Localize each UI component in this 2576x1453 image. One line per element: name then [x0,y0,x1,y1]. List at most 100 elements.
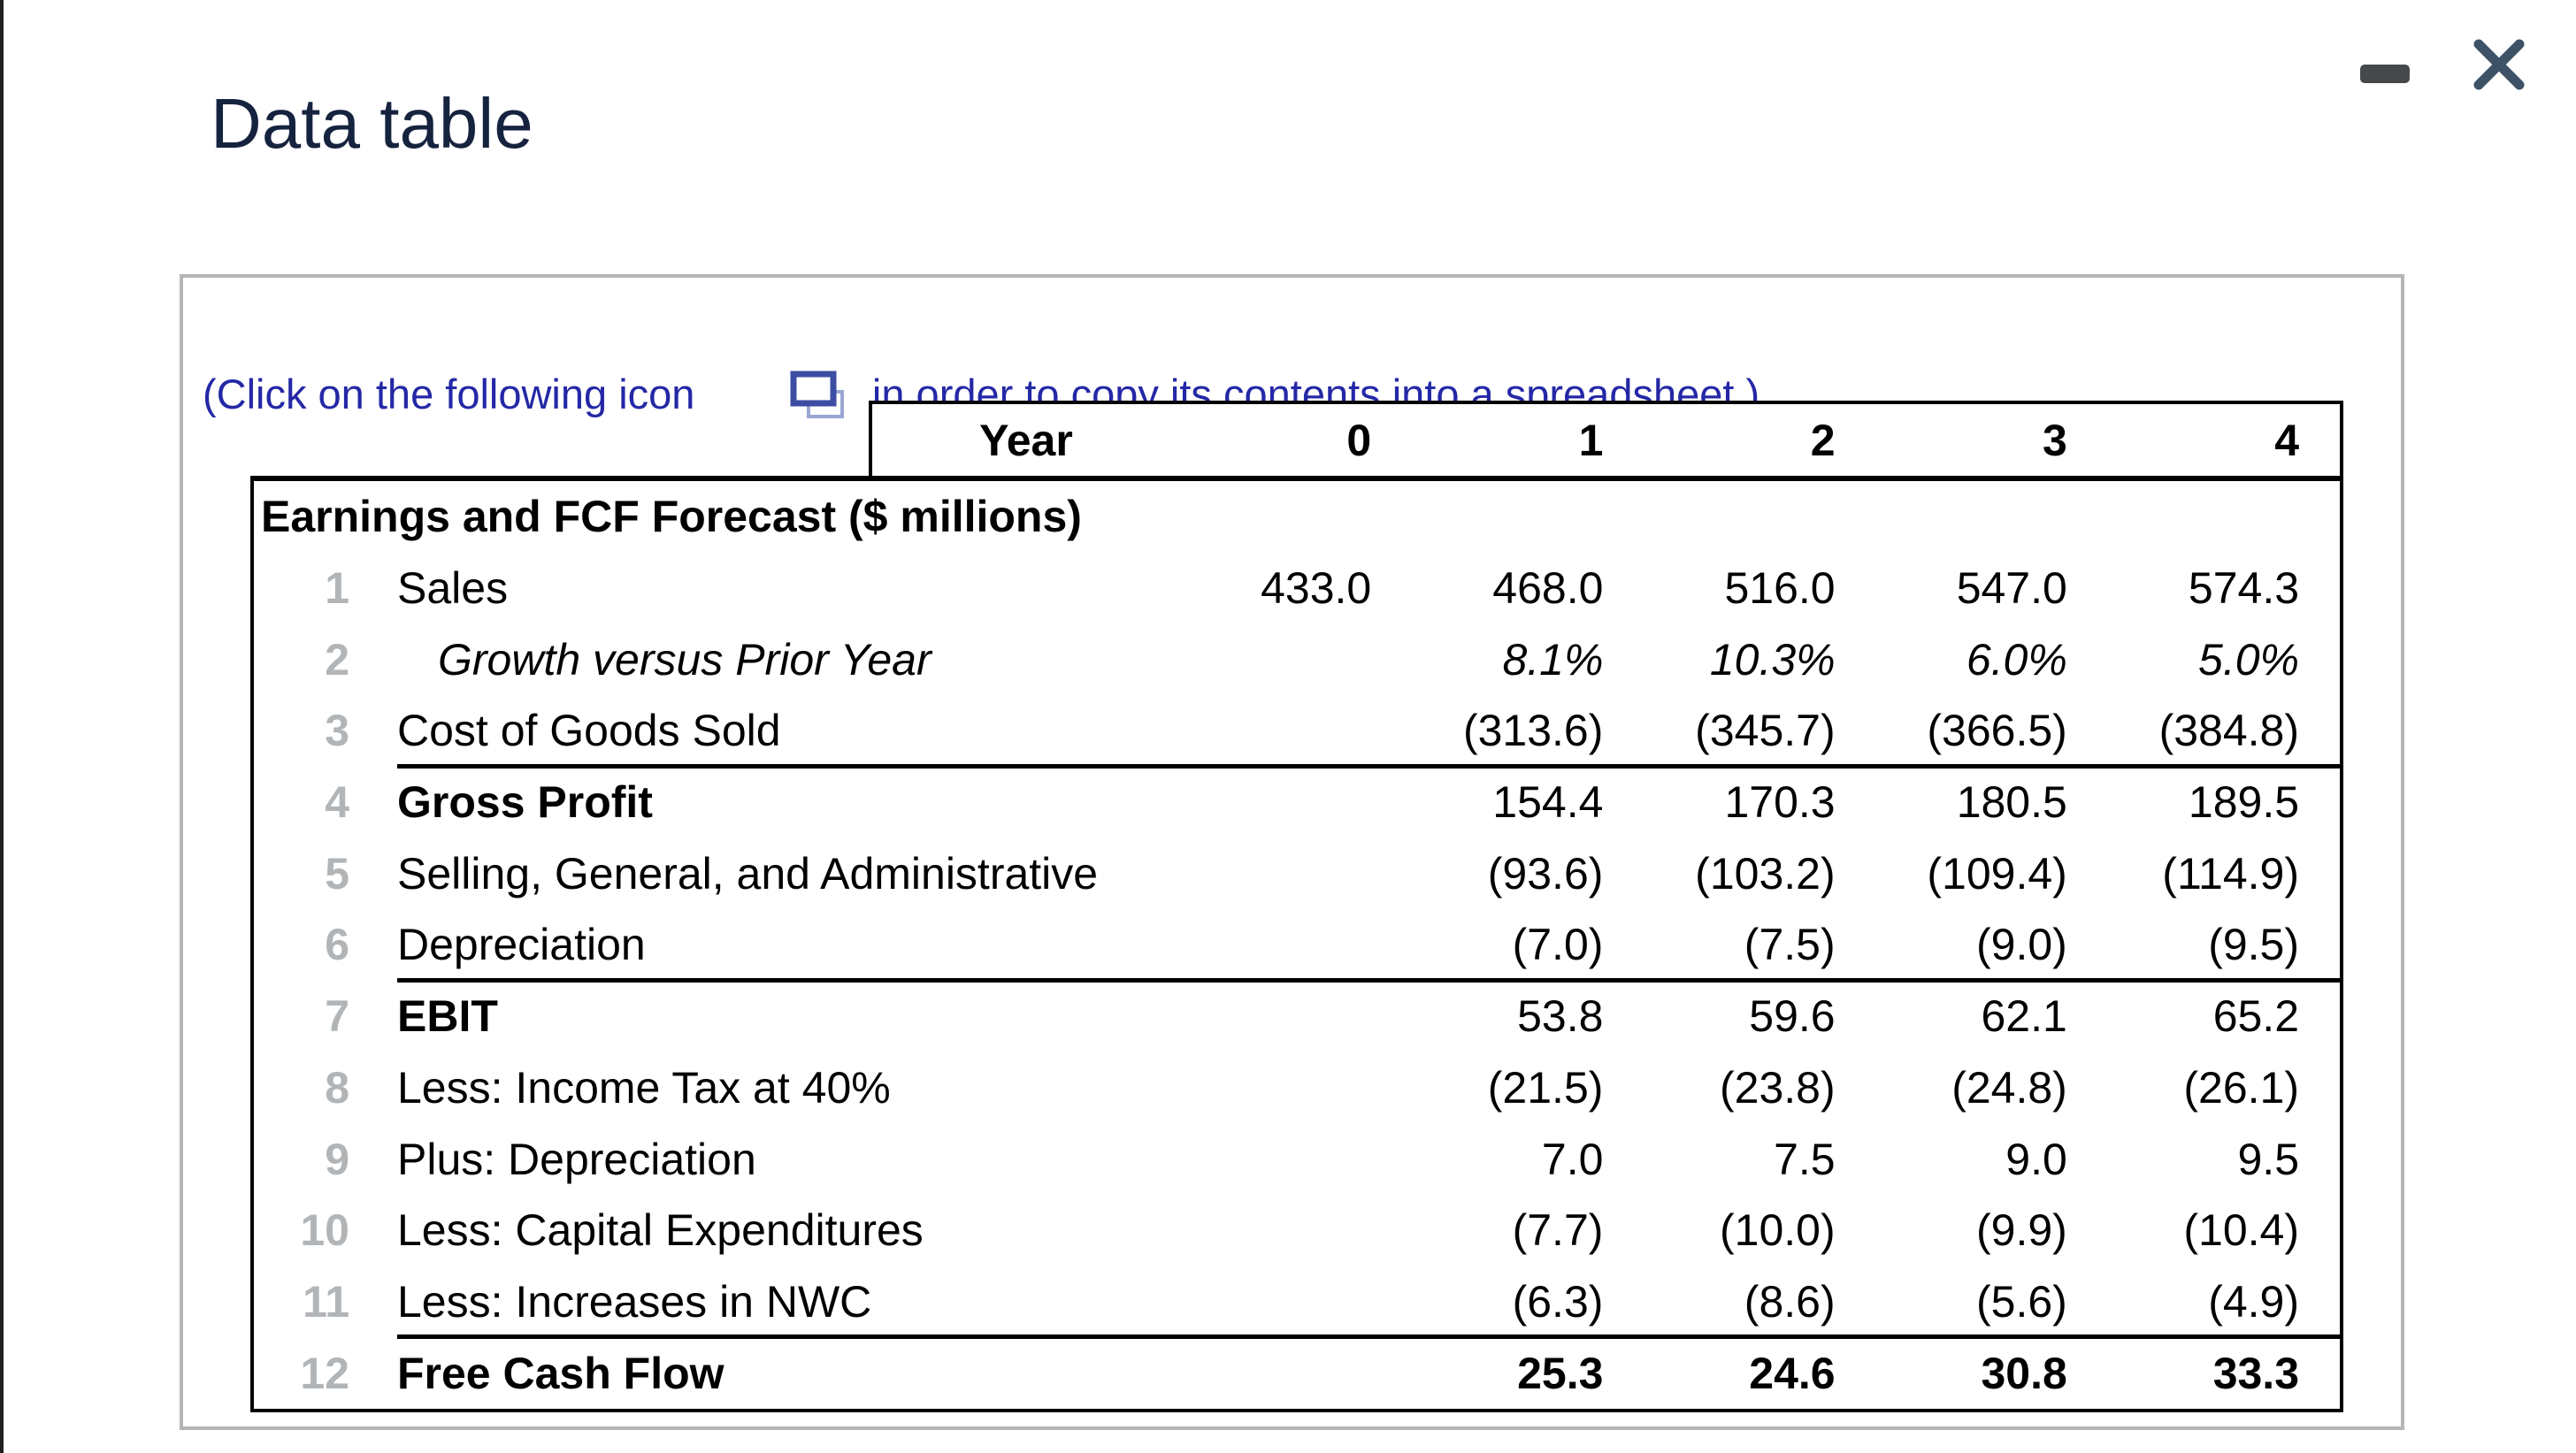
table-row: 7 EBIT 53.8 59.6 62.1 65.2 [254,977,2340,1052]
row-value-year4: 189.5 [2188,777,2300,828]
row-value-year4: (26.1) [2183,1062,2300,1113]
year-column-3: 3 [2043,415,2067,465]
row-value-year1: 154.4 [1492,777,1604,828]
row-value-year1: 25.3 [1517,1348,1604,1398]
year-column-2: 2 [1810,415,1836,465]
copy-instruction-before: (Click on the following icon [203,371,707,417]
section-header-row: Earnings and FCF Forecast ($ millions) [254,481,2340,553]
row-label: Selling, General, and Administrative [397,848,1099,899]
row-value-year1: (7.7) [1512,1205,1604,1256]
minimize-icon [2360,65,2410,83]
year-column-0: 0 [1346,415,1372,465]
row-value-year3: 62.1 [1981,991,2067,1042]
row-value-year3: (9.0) [1976,920,2067,970]
table-row: 10 Less: Capital Expenditures (7.7) (10.… [254,1195,2340,1266]
row-value-year2: (345.7) [1695,706,1836,756]
row-label: Free Cash Flow [397,1348,724,1398]
row-value-year1: (21.5) [1487,1062,1604,1113]
close-button[interactable] [2470,35,2528,94]
row-value-year3: (366.5) [1927,706,2067,756]
table-row: 1 Sales 433.0 468.0 516.0 547.0 574.3 [254,553,2340,624]
row-value-year3: (5.6) [1976,1276,2067,1327]
screen-left-edge [0,0,4,1453]
row-label: Less: Income Tax at 40% [397,1062,891,1113]
row-number: 6 [325,920,349,970]
row-value-year1: (7.0) [1512,920,1604,970]
table-row: 11 Less: Increases in NWC (6.3) (8.6) (5… [254,1266,2340,1338]
table-row: 5 Selling, General, and Administrative (… [254,837,2340,909]
year-column-4: 4 [2274,415,2300,465]
row-value-year1: (313.6) [1462,706,1604,756]
row-value-year2: 59.6 [1749,991,1836,1042]
table-row: 4 Gross Profit 154.4 170.3 180.5 189.5 [254,763,2340,838]
row-value-year2: 170.3 [1724,777,1836,828]
row-number: 11 [303,1276,349,1327]
row-number: 7 [325,991,349,1042]
row-value-year3: 9.0 [2005,1134,2067,1184]
row-value-year3: 6.0% [1966,634,2067,684]
financial-table: Earnings and FCF Forecast ($ millions) 1… [250,476,2343,1412]
table-row: 8 Less: Income Tax at 40% (21.5) (23.8) … [254,1052,2340,1124]
row-value-year2: (7.5) [1744,920,1836,970]
row-value-year3: (109.4) [1927,848,2067,899]
row-value-year2: 10.3% [1709,634,1836,684]
year-header-row: Year 0 1 2 3 4 [869,401,2343,476]
row-number: 3 [325,706,349,756]
table-row: 3 Cost of Goods Sold (313.6) (345.7) (36… [254,695,2340,767]
row-value-year2: (103.2) [1695,848,1836,899]
row-number: 4 [325,777,349,828]
close-icon [2473,39,2525,90]
row-label: Less: Capital Expenditures [397,1205,924,1256]
row-number: 5 [325,848,349,899]
section-title: Earnings and FCF Forecast ($ millions) [261,492,1082,542]
row-value-year1: (93.6) [1487,848,1604,899]
row-value-year4: 33.3 [2212,1348,2300,1398]
data-table-panel: (Click on the following icon in order to… [180,274,2404,1430]
row-label: EBIT [397,991,498,1042]
minimize-button[interactable] [2358,44,2413,103]
row-value-year3: (24.8) [1951,1062,2067,1113]
row-number: 9 [325,1134,349,1184]
row-label: Plus: Depreciation [397,1134,756,1184]
row-value-year2: (8.6) [1744,1276,1836,1327]
table-row: 12 Free Cash Flow 25.3 24.6 30.8 33.3 [254,1334,2340,1409]
row-value-year3: 180.5 [1956,777,2067,828]
row-value-year2: (23.8) [1719,1062,1836,1113]
row-value-year4: (384.8) [2158,706,2300,756]
row-value-year1: 53.8 [1517,991,1604,1042]
row-value-year0: 433.0 [1261,563,1372,614]
row-value-year4: (9.5) [2208,920,2300,970]
row-label: Growth versus Prior Year [438,634,932,684]
year-column-1: 1 [1578,415,1604,465]
row-number: 2 [325,634,349,684]
row-value-year4: (10.4) [2183,1205,2300,1256]
row-value-year2: 24.6 [1749,1348,1836,1398]
row-value-year2: (10.0) [1719,1205,1836,1256]
table-row: 9 Plus: Depreciation 7.0 7.5 9.0 9.5 [254,1123,2340,1195]
row-value-year2: 516.0 [1724,563,1836,614]
row-value-year1: 8.1% [1502,634,1604,684]
row-value-year4: 574.3 [2188,563,2300,614]
table-row: 2 Growth versus Prior Year 8.1% 10.3% 6.… [254,623,2340,695]
row-label: Depreciation [397,920,646,970]
row-value-year4: 5.0% [2198,634,2300,684]
row-label: Cost of Goods Sold [397,706,781,756]
dialog-title: Data table [211,84,533,163]
row-value-year3: 30.8 [1981,1348,2067,1398]
row-label: Less: Increases in NWC [397,1276,872,1327]
row-value-year1: 7.0 [1541,1134,1604,1184]
row-value-year3: 547.0 [1956,563,2067,614]
row-value-year1: (6.3) [1512,1276,1604,1327]
row-label: Gross Profit [397,777,653,828]
year-label: Year [979,415,1073,465]
row-value-year4: (114.9) [2162,848,2300,899]
row-number: 12 [300,1348,349,1398]
copy-to-spreadsheet-icon[interactable] [721,321,847,479]
row-value-year2: 7.5 [1774,1134,1836,1184]
row-value-year3: (9.9) [1976,1205,2067,1256]
row-label: Sales [397,563,509,614]
row-value-year4: 9.5 [2237,1134,2300,1184]
row-value-year4: (4.9) [2208,1276,2300,1327]
row-value-year4: 65.2 [2212,991,2300,1042]
row-number: 1 [325,563,349,614]
